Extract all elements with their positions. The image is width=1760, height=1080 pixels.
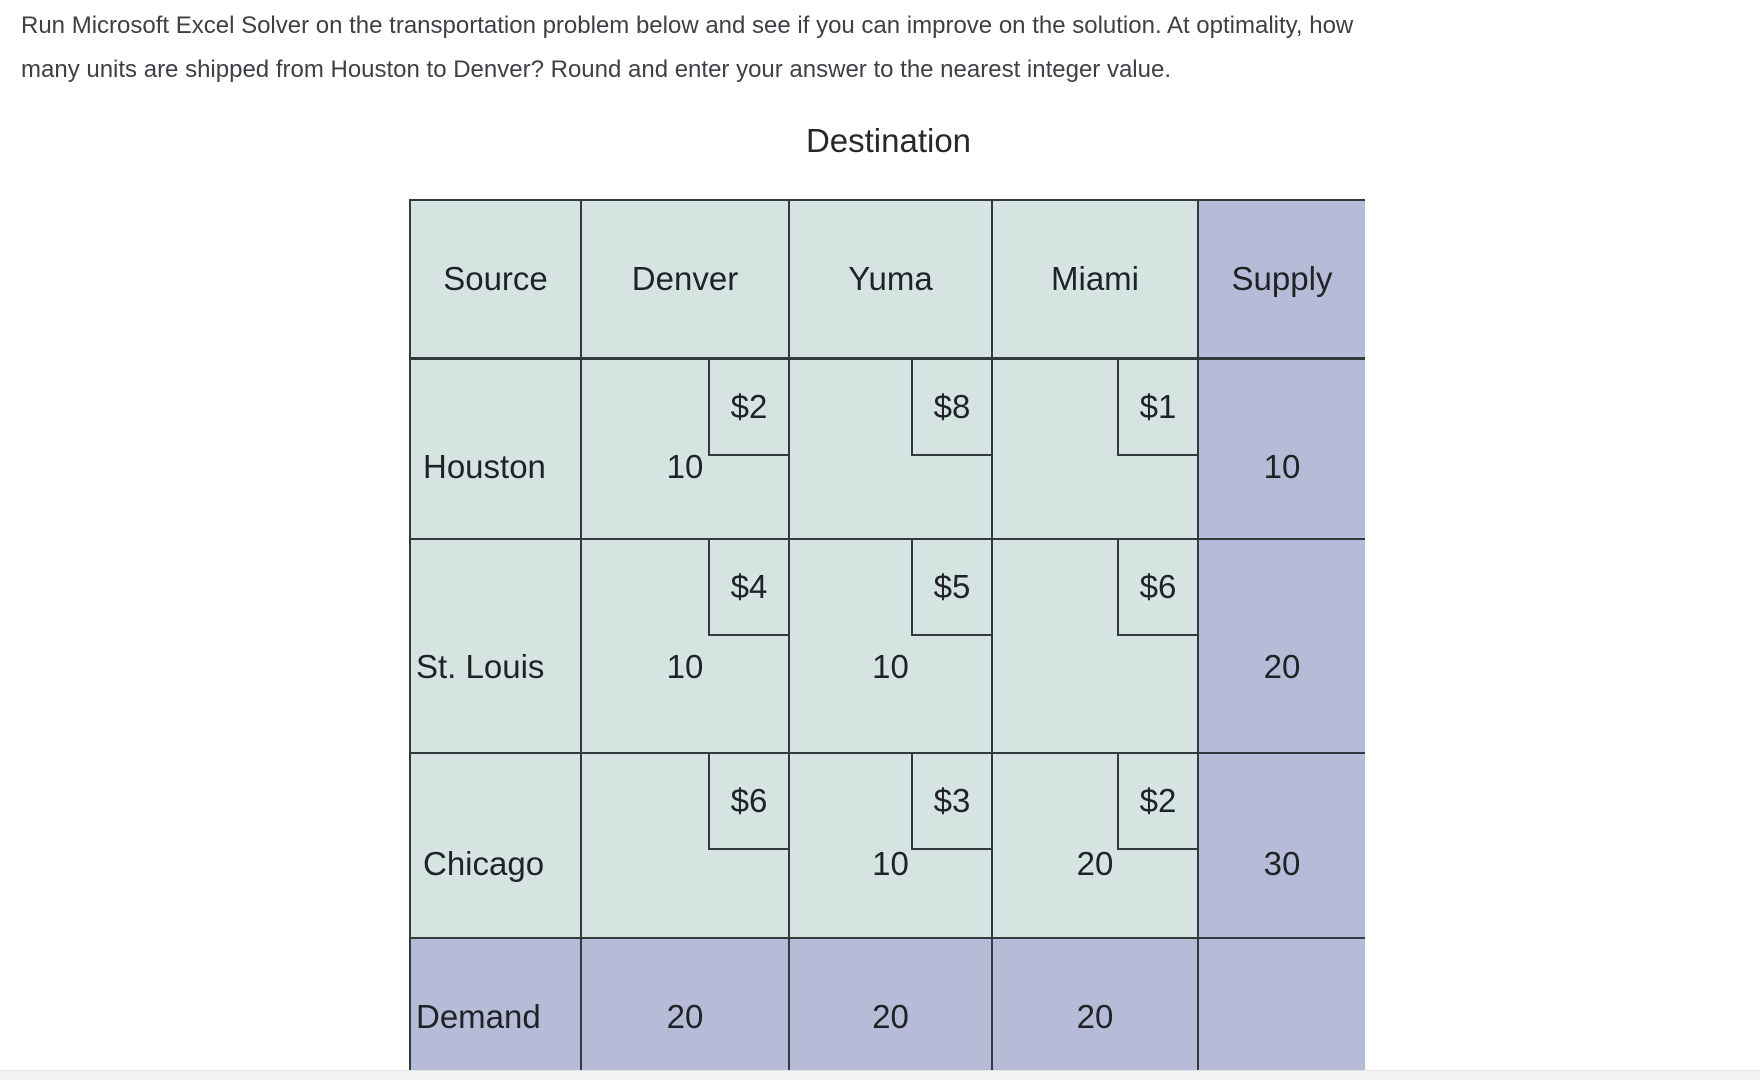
question-text: Run Microsoft Excel Solver on the transp… <box>21 4 1721 92</box>
shipment-stlouis-denver: 10 <box>666 648 704 686</box>
chicago-label: Chicago <box>423 844 545 882</box>
supply-chicago: 30 <box>1263 844 1301 882</box>
row-label-cell-houston: Houston <box>411 360 582 540</box>
demand-miami: 20 <box>1076 998 1114 1035</box>
cell-houston-yuma: $8 <box>790 360 993 540</box>
shipment-chicago-yuma: 10 <box>872 844 909 882</box>
cell-chicago-yuma: $3 10 <box>790 754 993 939</box>
header-cell-yuma: Yuma <box>790 201 993 360</box>
demand-denver: 20 <box>666 998 704 1035</box>
demand-cell-miami: 20 <box>993 939 1199 1072</box>
cost-stlouis-miami: $6 <box>1117 540 1197 636</box>
cost-houston-yuma: $8 <box>911 360 991 456</box>
supply-cell-houston: 10 <box>1199 360 1365 540</box>
houston-label: Houston <box>423 447 546 485</box>
header-cell-source: Source <box>411 201 582 360</box>
row-label-cell-stlouis: St. Louis <box>411 540 582 754</box>
stlouis-label: St. Louis <box>416 648 545 686</box>
cell-chicago-denver: $6 <box>582 754 790 939</box>
cell-stlouis-miami: $6 <box>993 540 1199 754</box>
supply-cell-chicago: 30 <box>1199 754 1365 939</box>
demand-cell-denver: 20 <box>582 939 790 1072</box>
demand-cell-supply-empty <box>1199 939 1365 1072</box>
cost-chicago-denver: $6 <box>708 754 788 850</box>
header-cell-miami: Miami <box>993 201 1199 360</box>
cell-stlouis-yuma: $5 10 <box>790 540 993 754</box>
cost-stlouis-denver: $4 <box>708 540 788 636</box>
denver-header-label: Denver <box>631 260 739 297</box>
row-label-cell-demand: Demand <box>411 939 582 1072</box>
cell-stlouis-denver: $4 10 <box>582 540 790 754</box>
supply-header-label: Supply <box>1231 260 1333 297</box>
shipment-chicago-miami: 20 <box>1076 844 1114 882</box>
destination-title: Destination <box>805 122 972 159</box>
supply-cell-stlouis: 20 <box>1199 540 1365 754</box>
row-label-cell-chicago: Chicago <box>411 754 582 939</box>
cost-houston-denver: $2 <box>708 360 788 456</box>
cost-stlouis-yuma: $5 <box>911 540 991 636</box>
cost-houston-miami: $1 <box>1117 360 1197 456</box>
cell-chicago-miami: $2 20 <box>993 754 1199 939</box>
cell-houston-denver: $2 10 <box>582 360 790 540</box>
yuma-header-label: Yuma <box>848 260 933 297</box>
supply-houston: 10 <box>1263 447 1301 485</box>
question-line-2: many units are shipped from Houston to D… <box>21 56 1171 83</box>
demand-label: Demand <box>416 998 541 1035</box>
shipment-stlouis-yuma: 10 <box>872 648 909 686</box>
header-cell-supply: Supply <box>1199 201 1365 360</box>
page-bottom-strip <box>0 1070 1760 1080</box>
shipment-houston-denver: 10 <box>666 447 704 485</box>
cost-chicago-miami: $2 <box>1117 754 1197 850</box>
demand-yuma: 20 <box>872 998 909 1035</box>
source-header-label: Source <box>443 260 548 297</box>
header-cell-denver: Denver <box>582 201 790 360</box>
demand-cell-yuma: 20 <box>790 939 993 1072</box>
miami-header-label: Miami <box>1051 260 1139 297</box>
question-line-1: Run Microsoft Excel Solver on the transp… <box>21 12 1354 39</box>
cost-chicago-yuma: $3 <box>911 754 991 850</box>
transportation-table: Source Denver Yuma Miami Supply Houston … <box>409 199 1365 1072</box>
cell-houston-miami: $1 <box>993 360 1199 540</box>
supply-stlouis: 20 <box>1263 648 1301 686</box>
